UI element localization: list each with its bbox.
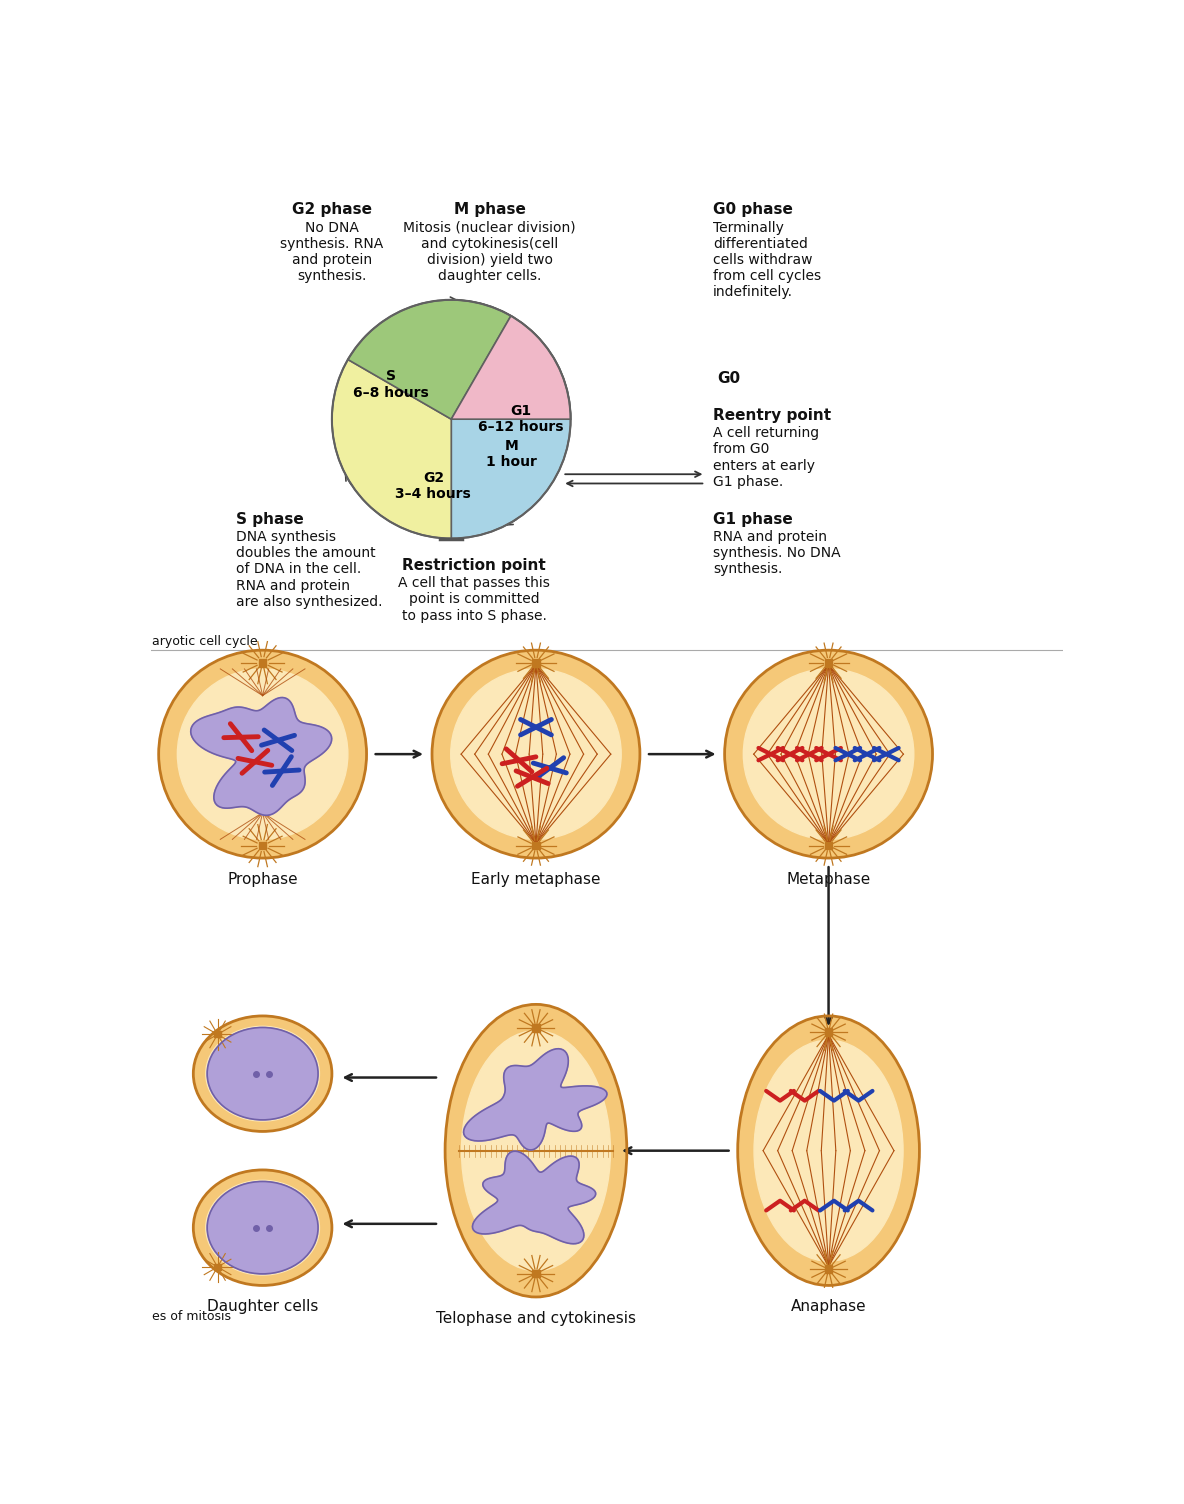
Ellipse shape bbox=[193, 1015, 332, 1131]
Bar bbox=[532, 1024, 540, 1032]
Ellipse shape bbox=[206, 1181, 320, 1275]
Bar bbox=[825, 659, 832, 666]
Text: G0 phase: G0 phase bbox=[713, 202, 793, 217]
Text: G1
6–12 hours: G1 6–12 hours bbox=[477, 405, 564, 435]
Bar bbox=[825, 1265, 832, 1272]
Wedge shape bbox=[451, 316, 571, 420]
Text: DNA synthesis
doubles the amount
of DNA in the cell.
RNA and protein
are also sy: DNA synthesis doubles the amount of DNA … bbox=[236, 529, 382, 609]
Wedge shape bbox=[348, 299, 511, 420]
Bar bbox=[214, 1263, 220, 1269]
Text: G0: G0 bbox=[716, 371, 740, 387]
Ellipse shape bbox=[738, 1015, 920, 1286]
Ellipse shape bbox=[159, 650, 367, 859]
Text: Mitosis (nuclear division)
and cytokinesis(cell
division) yield two
daughter cel: Mitosis (nuclear division) and cytokines… bbox=[404, 221, 577, 283]
Ellipse shape bbox=[462, 1030, 611, 1271]
Polygon shape bbox=[472, 1151, 596, 1244]
Polygon shape bbox=[464, 1048, 607, 1151]
Ellipse shape bbox=[725, 650, 933, 859]
Ellipse shape bbox=[445, 1005, 626, 1296]
Ellipse shape bbox=[432, 650, 639, 859]
Ellipse shape bbox=[207, 1182, 318, 1274]
Ellipse shape bbox=[178, 669, 348, 839]
Bar bbox=[532, 842, 540, 850]
Wedge shape bbox=[332, 359, 451, 538]
Bar bbox=[532, 1269, 540, 1277]
Text: M phase: M phase bbox=[453, 202, 526, 217]
Text: es of mitosis: es of mitosis bbox=[153, 1310, 232, 1324]
Text: Terminally
differentiated
cells withdraw
from cell cycles
indefinitely.: Terminally differentiated cells withdraw… bbox=[713, 221, 822, 299]
Bar bbox=[825, 1029, 832, 1036]
Ellipse shape bbox=[206, 1026, 320, 1120]
Ellipse shape bbox=[207, 1027, 318, 1120]
Text: M
1 hour: M 1 hour bbox=[485, 439, 536, 469]
Ellipse shape bbox=[754, 1041, 903, 1262]
Ellipse shape bbox=[193, 1170, 332, 1286]
Text: G1 phase: G1 phase bbox=[713, 511, 793, 526]
Polygon shape bbox=[191, 698, 332, 815]
Text: Prophase: Prophase bbox=[227, 872, 298, 887]
Bar bbox=[259, 659, 266, 666]
Text: No DNA
synthesis. RNA
and protein
synthesis.: No DNA synthesis. RNA and protein synthe… bbox=[281, 221, 384, 283]
Text: S
6–8 hours: S 6–8 hours bbox=[354, 370, 429, 400]
Text: RNA and protein
synthesis. No DNA
synthesis.: RNA and protein synthesis. No DNA synthe… bbox=[713, 529, 841, 576]
Text: S phase: S phase bbox=[236, 511, 303, 526]
Bar bbox=[214, 1032, 220, 1038]
Bar bbox=[532, 659, 540, 666]
Text: Early metaphase: Early metaphase bbox=[471, 872, 600, 887]
Wedge shape bbox=[451, 299, 571, 538]
Text: A cell returning
from G0
enters at early
G1 phase.: A cell returning from G0 enters at early… bbox=[713, 426, 819, 489]
Ellipse shape bbox=[744, 669, 914, 839]
Text: Telophase and cytokinesis: Telophase and cytokinesis bbox=[436, 1311, 636, 1327]
Text: aryotic cell cycle: aryotic cell cycle bbox=[153, 635, 258, 648]
Text: Reentry point: Reentry point bbox=[713, 408, 831, 423]
Text: G2
3–4 hours: G2 3–4 hours bbox=[395, 471, 471, 501]
Text: Anaphase: Anaphase bbox=[791, 1299, 867, 1314]
Text: Metaphase: Metaphase bbox=[786, 872, 870, 887]
Bar bbox=[259, 842, 266, 850]
Text: Daughter cells: Daughter cells bbox=[207, 1299, 318, 1314]
Text: Restriction point: Restriction point bbox=[403, 558, 546, 573]
Ellipse shape bbox=[451, 669, 622, 839]
Text: G2 phase: G2 phase bbox=[292, 202, 372, 217]
Bar bbox=[825, 842, 832, 850]
Text: A cell that passes this
point is committed
to pass into S phase.: A cell that passes this point is committ… bbox=[399, 576, 551, 623]
